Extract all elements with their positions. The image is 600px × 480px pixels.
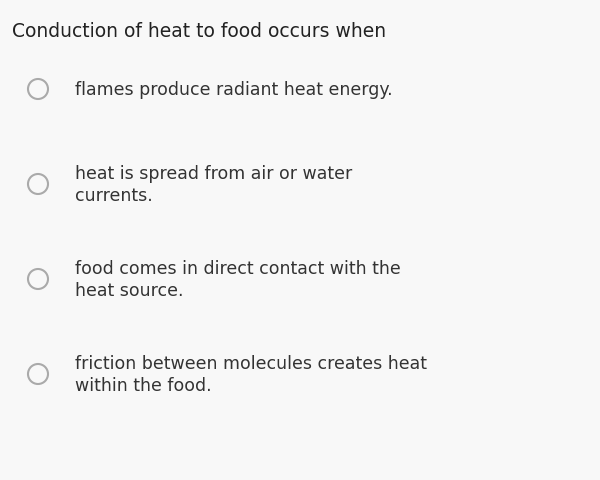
Text: food comes in direct contact with the: food comes in direct contact with the [75,260,401,277]
Text: currents.: currents. [75,187,153,204]
Text: Conduction of heat to food occurs when: Conduction of heat to food occurs when [12,22,386,41]
Circle shape [28,175,48,194]
Text: heat source.: heat source. [75,281,184,300]
Text: within the food.: within the food. [75,376,212,394]
Circle shape [28,364,48,384]
Circle shape [28,80,48,100]
Text: friction between molecules creates heat: friction between molecules creates heat [75,354,427,372]
Text: heat is spread from air or water: heat is spread from air or water [75,165,352,182]
Circle shape [28,269,48,289]
Text: flames produce radiant heat energy.: flames produce radiant heat energy. [75,81,392,99]
